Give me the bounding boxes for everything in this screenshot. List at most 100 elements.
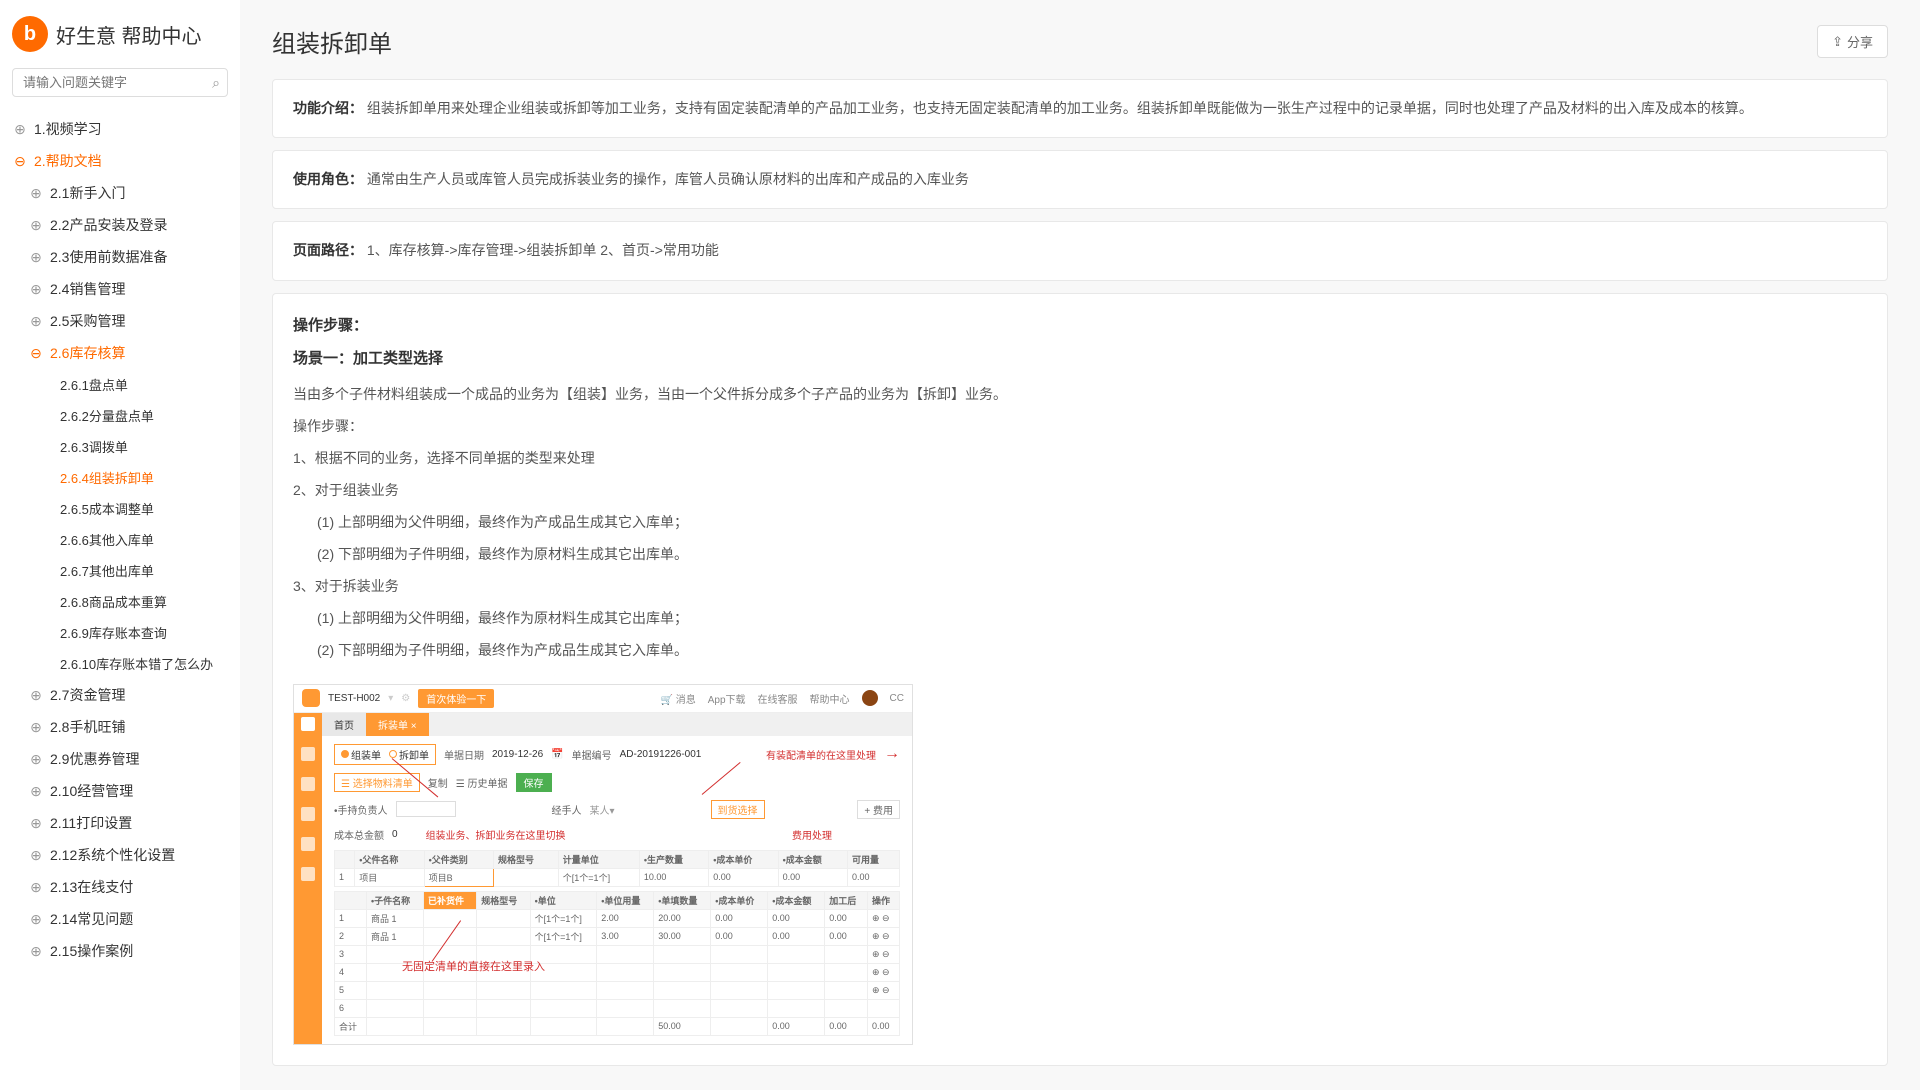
ss-nav-icon[interactable] [301,807,315,821]
ss-download[interactable]: App下载 [708,691,746,706]
step3-1: (1) 上部明细为父件明细，最终作为原材料生成其它出库单； [293,604,1867,632]
step3: 3、对于拆装业务 [293,572,1867,600]
nav-label: 2.1新手入门 [50,183,125,203]
ss-msg-icon[interactable]: 🛒 消息 [661,691,696,706]
nav-label: 2.6.5成本调整单 [60,499,154,518]
step1: 1、根据不同的业务，选择不同单据的类型来处理 [293,444,1867,472]
step2-2: (2) 下部明细为子件明细，最终作为原材料生成其它出库单。 [293,540,1867,568]
ss-person-input[interactable] [396,801,456,817]
nav-item[interactable]: ⊕2.10经营管理 [12,775,228,807]
ss-cost-select[interactable]: 到货选择 [711,800,765,819]
ss-type-radio-group[interactable]: 组装单 拆卸单 [334,744,436,765]
steps-card: 操作步骤： 场景一：加工类型选择 当由多个子件材料组装成一个成品的业务为【组装】… [272,293,1888,1066]
ss-nav-icon[interactable] [301,717,315,731]
nav-item[interactable]: ⊖2.帮助文档 [12,145,228,177]
ss-nav-icon[interactable] [301,747,315,761]
nav-label: 2.3使用前数据准备 [50,247,167,267]
nav-item[interactable]: ⊕2.7资金管理 [12,679,228,711]
nav-item[interactable]: 2.6.2分量盘点单 [12,400,228,431]
ss-service[interactable]: 在线客服 [758,691,798,706]
ss-avatar-icon[interactable] [862,690,878,706]
nav-item[interactable]: ⊕ 2.1新手入门 [12,177,228,209]
nav-item[interactable]: ⊕2.9优惠券管理 [12,743,228,775]
plus-icon: ⊕ [28,719,44,735]
nav-item[interactable]: ⊖2.6库存核算 [12,337,228,369]
nav-item[interactable]: 2.6.10库存账本错了怎么办 [12,648,228,679]
nav-item[interactable]: ⊕2.13在线支付 [12,871,228,903]
ss-annot2: 组装业务、拆卸业务在这里切换 [426,827,566,842]
nav-label: 2.帮助文档 [34,151,102,171]
ss-tab-active[interactable]: 拆装单 × [366,713,429,736]
ss-tab-home[interactable]: 首页 [322,713,366,736]
nav-item[interactable]: ⊕2.12系统个性化设置 [12,839,228,871]
ss-history-button[interactable]: ☰ 历史单据 [456,775,508,790]
nav-label: 2.6.10库存账本错了怎么办 [60,654,213,673]
nav-item[interactable]: 2.6.7其他出库单 [12,555,228,586]
ss-copy-button[interactable]: 复制 [428,775,448,790]
plus-icon: ⊕ [28,313,44,329]
ss-trial-button[interactable]: 首次体验一下 [418,689,494,708]
nav-item[interactable]: 2.6.3调拨单 [12,431,228,462]
ss-nav-icon[interactable] [301,867,315,881]
plus-icon: ⊕ [28,185,44,201]
nav-item[interactable]: ⊕2.15操作案例 [12,935,228,967]
share-label: 分享 [1847,32,1873,51]
path-label: 页面路径： [293,242,363,258]
nav-label: 2.4销售管理 [50,279,125,299]
step2-1: (1) 上部明细为父件明细，最终作为产成品生成其它入库单； [293,508,1867,536]
plus-icon: ⊕ [28,911,44,927]
role-label: 使用角色： [293,171,363,187]
embedded-screenshot: TEST-H002 ▾ ⚙ 首次体验一下 🛒 消息 App下载 在线客服 帮助中… [293,684,913,1045]
nav-label: 2.6库存核算 [50,343,125,363]
nav-item[interactable]: ⊕1.视频学习 [12,113,228,145]
plus-icon: ⊕ [28,943,44,959]
search-icon[interactable]: ⌕ [212,74,220,91]
role-card: 使用角色： 通常由生产人员或库管人员完成拆装业务的操作，库管人员确认原材料的出库… [272,150,1888,209]
nav-item[interactable]: ⊕ 2.3使用前数据准备 [12,241,228,273]
nav-label: 2.5采购管理 [50,311,125,331]
search-input[interactable] [12,68,228,97]
nav-label: 1.视频学习 [34,119,102,139]
nav-label: 2.8手机旺铺 [50,717,125,737]
nav-item[interactable]: ⊕ 2.2产品安装及登录 [12,209,228,241]
nav-item[interactable]: 2.6.8商品成本重算 [12,586,228,617]
nav-label: 2.2产品安装及登录 [50,215,167,235]
scenario-title: 场景一：加工类型选择 [293,347,1867,368]
nav-item[interactable]: 2.6.1盘点单 [12,369,228,400]
nav-item[interactable]: 2.6.5成本调整单 [12,493,228,524]
ss-child-table: •子件名称已补货件规格型号•单位•单位用量•单填数量•成本单价•成本金额加工后操… [334,891,900,1036]
nav-item[interactable]: ⊕ 2.8手机旺铺 [12,711,228,743]
ss-annot3: 费用处理 [792,827,832,842]
nav-item[interactable]: ⊕ 2.5采购管理 [12,305,228,337]
main-content: 组装拆卸单 ⇪ 分享 功能介绍： 组装拆卸单用来处理企业组装或拆卸等加工业务，支… [240,0,1920,1090]
nav-label: 2.9优惠券管理 [50,749,139,769]
ss-nav-icon[interactable] [301,777,315,791]
ss-nav-icon[interactable] [301,837,315,851]
nav-item[interactable]: 2.6.4组装拆卸单 [12,462,228,493]
nav-item[interactable]: ⊕2.11打印设置 [12,807,228,839]
ss-calendar-icon[interactable]: 📅 [551,749,563,760]
nav-label: 2.6.1盘点单 [60,375,128,394]
nav-label: 2.12系统个性化设置 [50,845,175,865]
nav-label: 2.14常见问题 [50,909,133,929]
nav-label: 2.6.7其他出库单 [60,561,154,580]
ss-template-button[interactable]: ☰ 选择物料清单 [334,773,420,792]
ss-save-button[interactable]: 保存 [516,773,552,792]
ss-annot1: 有装配清单的在这里处理 [766,747,876,762]
ss-tab-close-icon[interactable]: × [411,721,417,732]
ss-fee-button[interactable]: + 费用 [857,800,900,819]
nav-item[interactable]: 2.6.9库存账本查询 [12,617,228,648]
plus-icon: ⊕ [28,281,44,297]
nav-item[interactable]: 2.6.6其他入库单 [12,524,228,555]
plus-icon: ⊕ [28,217,44,233]
intro-text: 组装拆卸单用来处理企业组装或拆卸等加工业务，支持有固定装配清单的产品加工业务，也… [367,100,1753,116]
plus-icon: ⊕ [28,249,44,265]
logo-icon: b [12,16,48,52]
ss-help[interactable]: 帮助中心 [810,691,850,706]
steps-label: 操作步骤： [293,412,1867,440]
nav-item[interactable]: ⊕ 2.14常见问题 [12,903,228,935]
share-button[interactable]: ⇪ 分享 [1817,25,1888,58]
nav-item[interactable]: ⊕ 2.4销售管理 [12,273,228,305]
plus-icon: ⊕ [28,687,44,703]
share-icon: ⇪ [1832,34,1843,50]
